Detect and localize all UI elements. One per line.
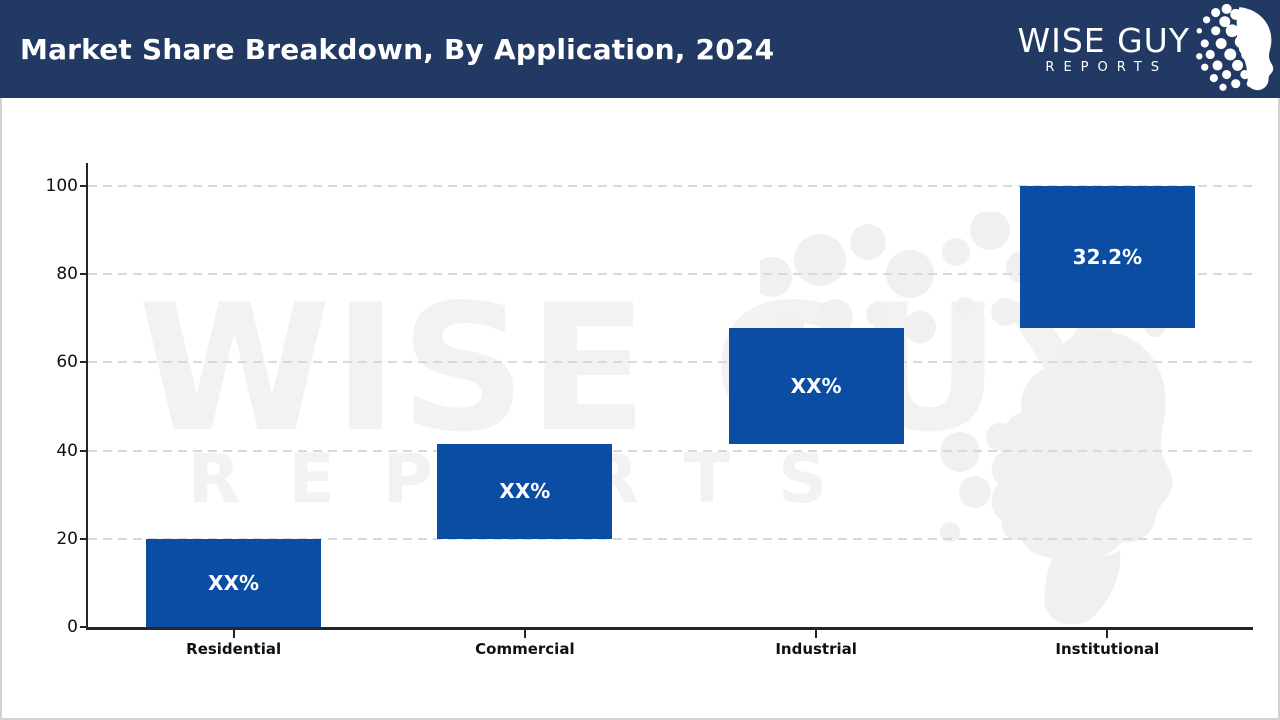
y-tick-mark-60: [80, 361, 88, 364]
bar-commercial: XX%: [437, 443, 613, 539]
x-tick-mark-institutional: [1106, 630, 1109, 638]
y-axis-spine: [86, 163, 88, 630]
x-tick-label-residential: Residential: [186, 640, 282, 658]
x-tick-label-commercial: Commercial: [475, 640, 575, 658]
page-border-left: [0, 98, 2, 720]
bar-value-label-commercial: XX%: [499, 479, 551, 504]
logo-reports-label: REPORTS: [1045, 60, 1169, 75]
logo-brand-name: WISE GUY: [1017, 21, 1190, 60]
header-bar: Market Share Breakdown, By Application, …: [0, 0, 1280, 98]
y-tick-label-40: 40: [56, 440, 78, 461]
y-gridline-20: [88, 537, 1253, 540]
y-tick-label-80: 80: [56, 264, 78, 285]
wise-guy-reports-logo: WISE GUY REPORTS: [1017, 3, 1274, 95]
y-tick-label-0: 0: [67, 617, 78, 637]
x-tick-label-institutional: Institutional: [1055, 640, 1160, 658]
logo-text: WISE GUY REPORTS: [1017, 24, 1190, 74]
bar-industrial: XX%: [728, 328, 904, 444]
bar-value-label-industrial: XX%: [790, 373, 842, 398]
x-tick-mark-industrial: [815, 630, 818, 638]
bar-value-label-residential: XX%: [208, 570, 260, 595]
page-border-right: [1278, 98, 1280, 720]
bar-institutional: 32.2%: [1019, 186, 1195, 328]
page-title: Market Share Breakdown, By Application, …: [20, 32, 775, 66]
y-gridline-60: [88, 361, 1253, 364]
y-gridline-100: [88, 185, 1253, 187]
y-tick-label-100: 100: [45, 176, 78, 196]
bar-residential: XX%: [146, 538, 322, 627]
y-gridline-80: [88, 273, 1253, 276]
y-tick-label-20: 20: [56, 528, 78, 549]
face-profile-icon: [1196, 3, 1274, 91]
y-tick-label-60: 60: [56, 352, 78, 373]
page-border-bottom: [0, 718, 1280, 720]
y-tick-mark-40: [80, 449, 88, 452]
y-tick-mark-20: [80, 537, 88, 540]
y-tick-mark-100: [80, 185, 88, 187]
y-gridline-40: [88, 449, 1253, 452]
y-tick-mark-0: [80, 626, 88, 628]
x-tick-mark-residential: [232, 630, 235, 638]
x-tick-label-industrial: Industrial: [775, 640, 857, 658]
x-tick-mark-commercial: [523, 630, 526, 638]
x-axis-spine: [86, 627, 1253, 630]
y-tick-mark-80: [80, 273, 88, 276]
bar-value-label-institutional: 32.2%: [1072, 245, 1143, 269]
